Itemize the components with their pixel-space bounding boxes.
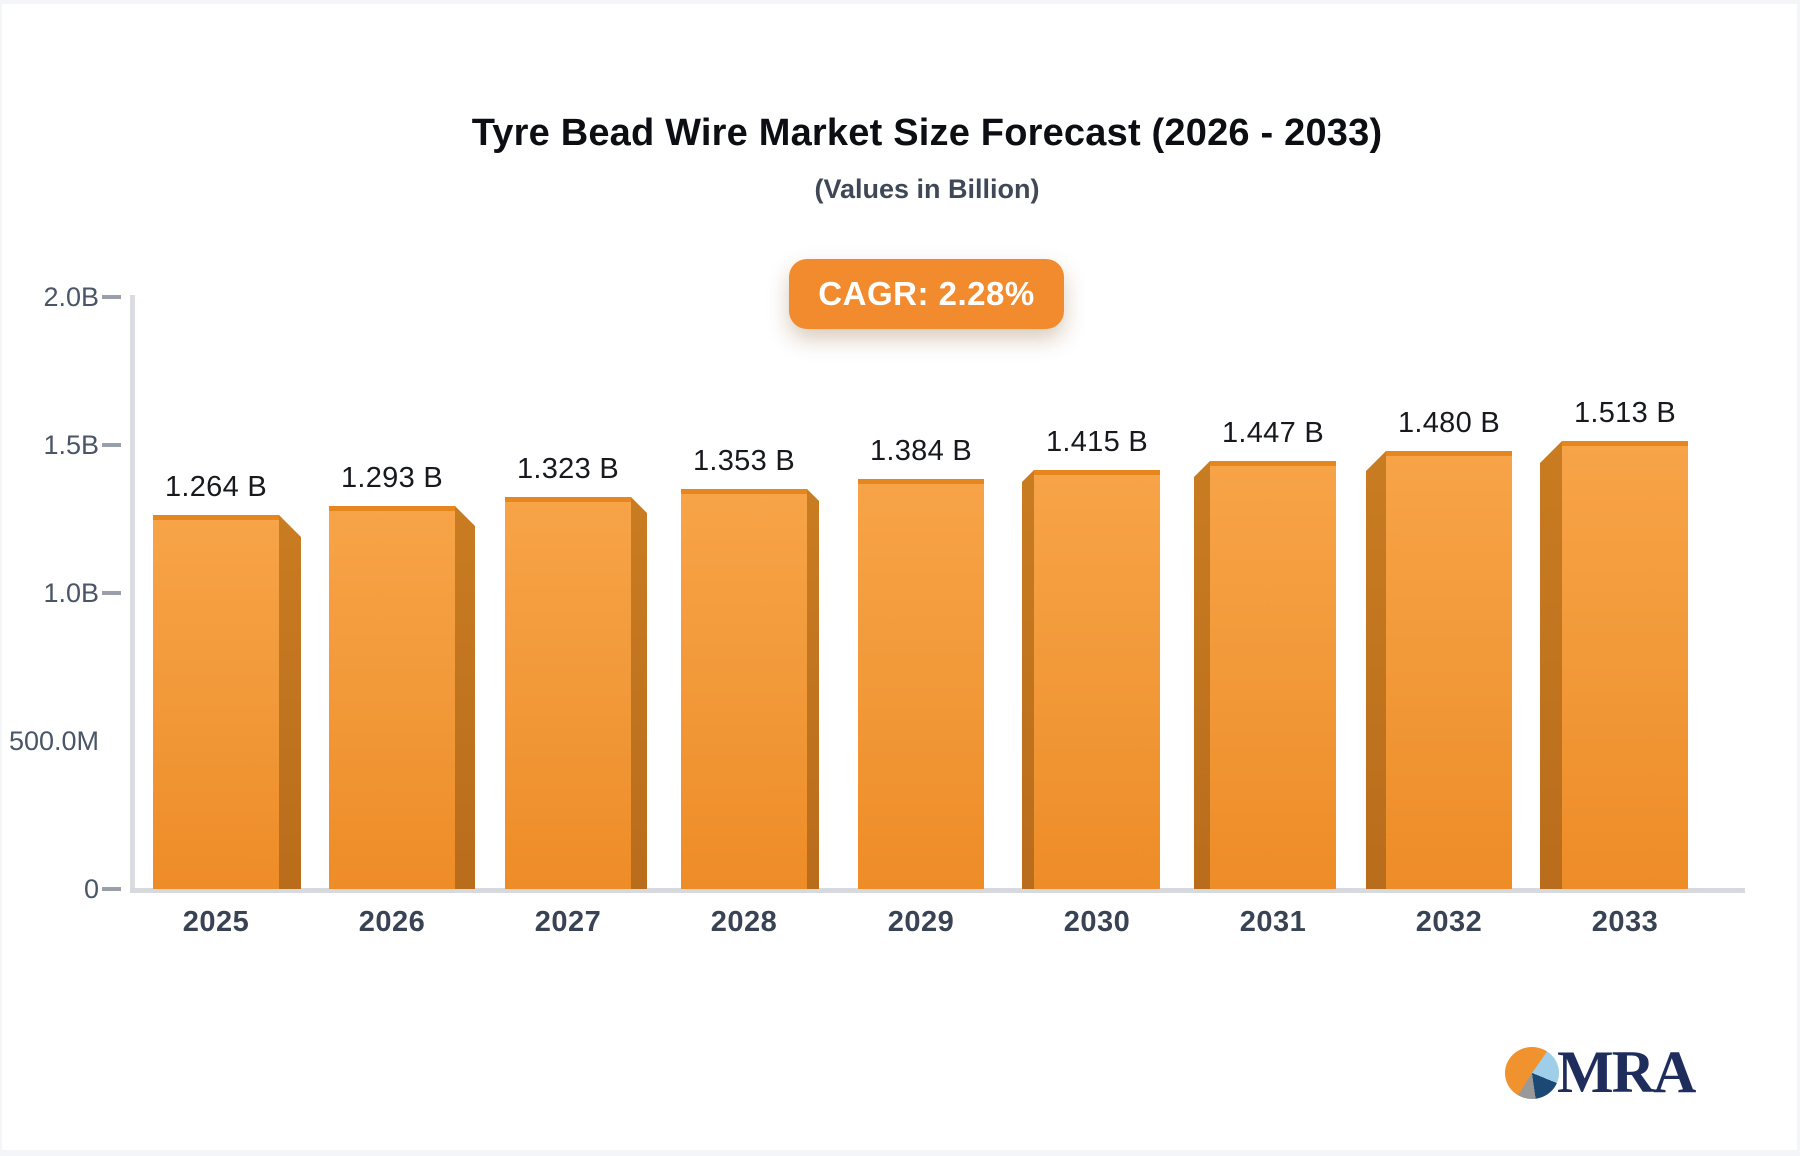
x-tick-label-2027: 2027 [534,906,602,938]
x-tick-label-2030: 2030 [1063,906,1131,938]
bar-chart-plot-area: 2.0B 1.5B 1.0B 500.0M 0 1.264 B 2025 1.293 B 202… [2,4,1797,1150]
x-tick-label-2025: 2025 [182,906,250,938]
bar-2031 [1210,461,1336,889]
bar-value-label-2028: 1.353 B [692,445,796,477]
x-tick-label-2026: 2026 [358,906,426,938]
bar-side-face-2027 [631,497,647,889]
bar-2027 [505,497,631,889]
x-tick-label-2029: 2029 [887,906,955,938]
bar-side-face-2031 [1194,461,1210,889]
bar-value-label-2030: 1.415 B [1045,426,1149,458]
x-axis-line [130,888,1745,893]
bar-side-face-2025 [279,515,301,889]
x-tick-label-2031: 2031 [1239,906,1307,938]
y-tick-dash [102,591,121,595]
pie-chart-logo-icon [1505,1047,1559,1099]
bar-value-label-2031: 1.447 B [1221,417,1325,449]
chart-card: Tyre Bead Wire Market Size Forecast (202… [2,4,1797,1150]
bar-side-face-2030 [1022,470,1034,889]
y-axis-line [130,295,135,889]
logo-text: MRA [1557,1039,1696,1105]
x-tick-label-2028: 2028 [710,906,778,938]
mra-logo: MRA [1505,1040,1745,1110]
bar-side-face-2026 [455,506,475,889]
bar-2029 [858,479,984,889]
bar-value-label-2027: 1.323 B [516,453,620,485]
bar-2028 [681,489,807,889]
y-tick-label: 1.5B [43,430,99,460]
bar-2030 [1034,470,1160,889]
y-tick-dash [102,887,121,891]
x-tick-label-2033: 2033 [1591,906,1659,938]
bar-2025 [153,515,279,889]
bar-2026 [329,506,455,889]
bar-side-face-2033 [1540,441,1562,889]
y-tick-label: 0 [83,874,99,904]
bar-value-label-2026: 1.293 B [340,462,444,494]
y-tick-dash [102,443,121,447]
bar-value-label-2033: 1.513 B [1573,397,1677,429]
y-tick-label: 500.0M [8,726,99,756]
bar-side-face-2032 [1366,451,1386,889]
y-tick-label: 1.0B [43,578,99,608]
bar-2032 [1386,451,1512,889]
bar-value-label-2029: 1.384 B [869,435,973,467]
bar-value-label-2025: 1.264 B [164,471,268,503]
bar-value-label-2032: 1.480 B [1397,407,1501,439]
y-tick-label: 2.0B [43,282,99,312]
x-tick-label-2032: 2032 [1415,906,1483,938]
cagr-badge: CAGR: 2.28% [789,259,1064,329]
bar-side-face-2028 [807,489,819,889]
y-tick-dash [102,295,121,299]
bar-2033 [1562,441,1688,889]
cagr-badge-label: CAGR: 2.28% [818,275,1035,312]
chart-subtitle: (Values in Billion) [814,174,1040,204]
chart-title: Tyre Bead Wire Market Size Forecast (202… [471,112,1383,154]
